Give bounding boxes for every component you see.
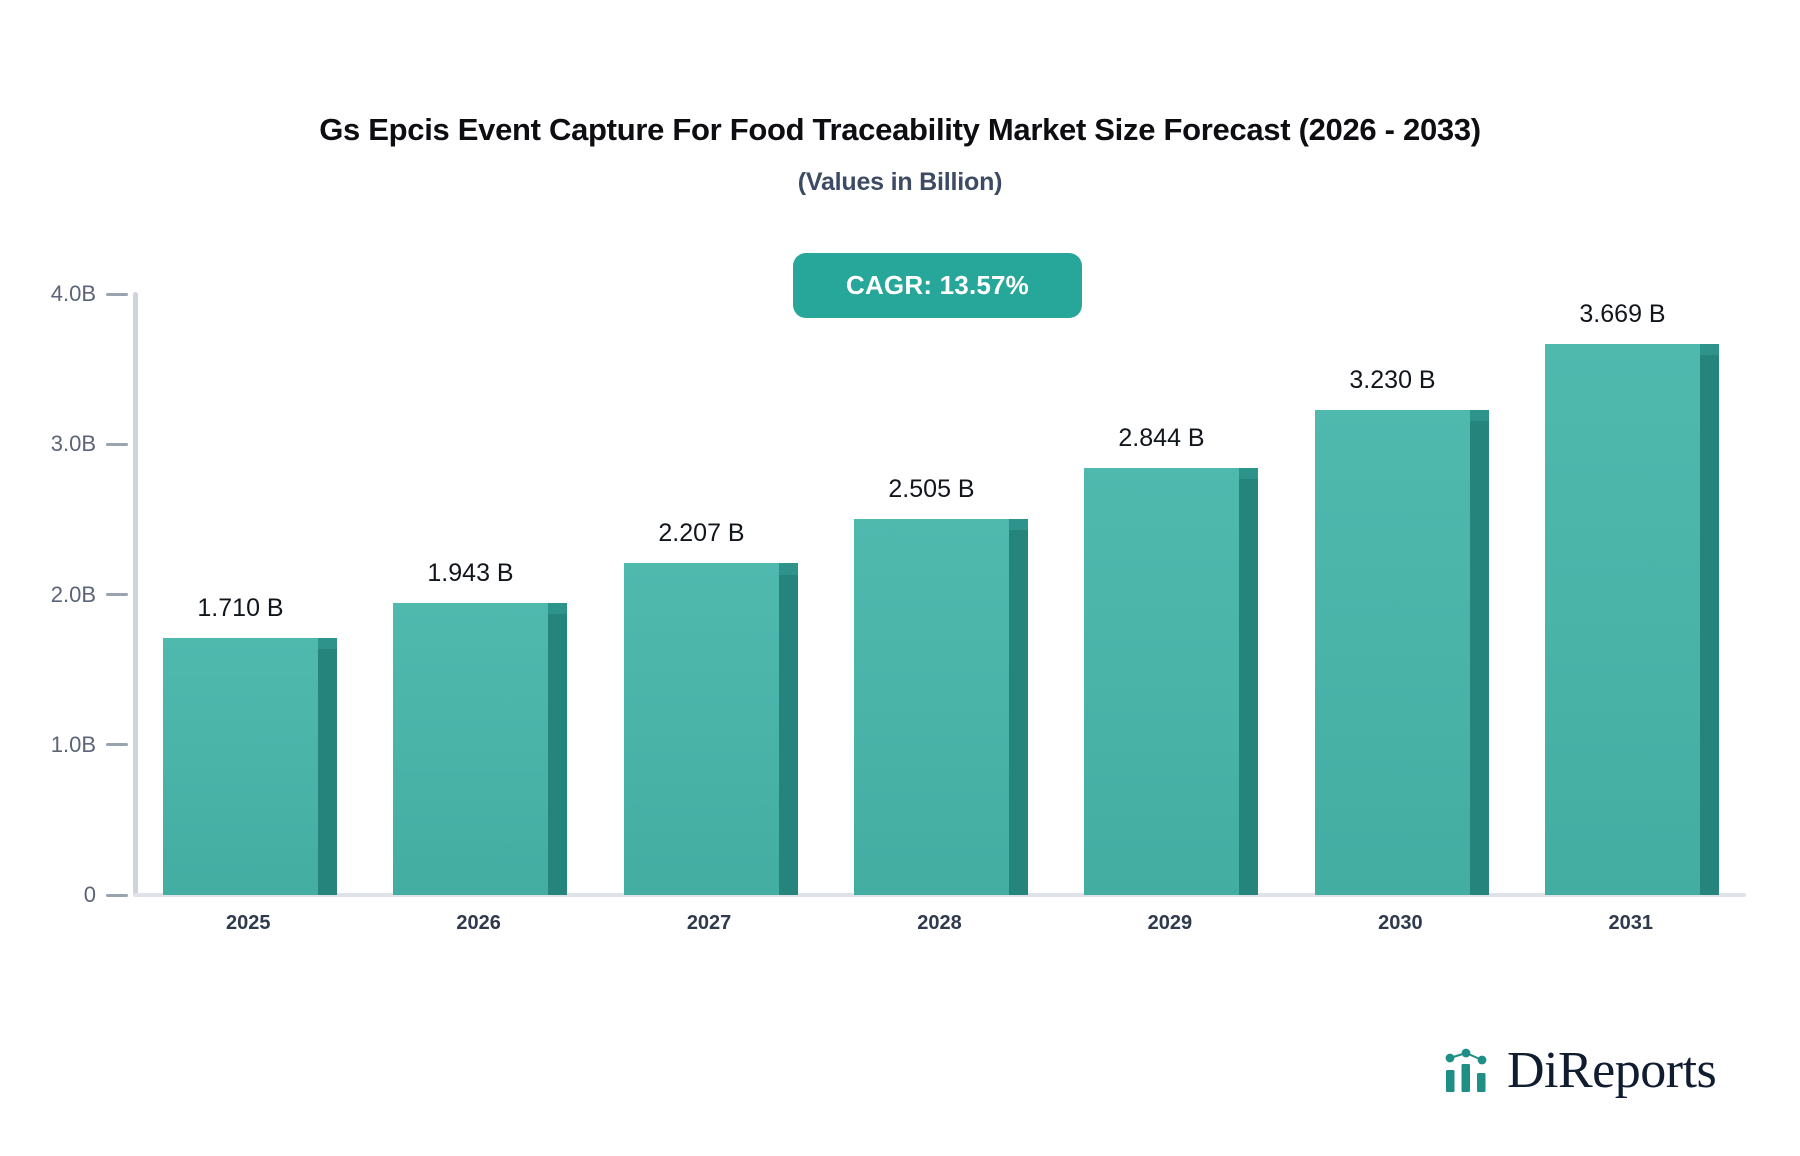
x-axis-tick-label: 2031: [1608, 912, 1654, 934]
bar-side-face: [1700, 354, 1719, 895]
bar-side-face: [1470, 420, 1489, 895]
x-axis-line: [133, 893, 1746, 897]
bar-value-label: 1.710 B: [197, 594, 284, 623]
bar-value-label: 3.669 B: [1579, 299, 1666, 328]
bar-value-label: 2.844 B: [1118, 423, 1205, 452]
bar-side-face: [318, 648, 337, 895]
y-axis-tick-label: 2.0B: [50, 581, 96, 607]
y-axis-spine: [133, 292, 138, 896]
logo-wordmark: DiReports: [1507, 1042, 1717, 1099]
bar[interactable]: [393, 603, 548, 895]
y-axis-tick: 1.0B: [0, 732, 128, 758]
bar[interactable]: [1545, 343, 1700, 895]
bar[interactable]: [854, 518, 1009, 895]
y-axis-tick: 3.0B: [0, 431, 128, 457]
y-axis-tick-label: 4.0B: [50, 281, 96, 306]
y-axis-tick-mark: [106, 442, 128, 446]
bar-top-bevel: [1700, 343, 1719, 356]
bar-top-bevel: [1009, 518, 1028, 530]
bar-top-bevel: [779, 563, 798, 575]
direports-logo: DiReports: [1442, 1040, 1717, 1102]
bar[interactable]: [1084, 467, 1239, 895]
y-axis-tick-mark: [106, 893, 128, 897]
bar-top-bevel: [1470, 409, 1489, 422]
chart-title: Gs Epcis Event Capture For Food Traceabi…: [319, 112, 1481, 147]
y-axis-tick-mark: [106, 743, 128, 747]
y-axis-tick: 0: [0, 882, 128, 908]
cagr-badge: CAGR: 13.57%: [793, 253, 1082, 318]
bar[interactable]: [163, 638, 318, 895]
bar[interactable]: [1315, 409, 1470, 895]
bar-side-face: [1239, 478, 1258, 895]
bar-side-face: [1009, 529, 1028, 895]
bar-top-bevel: [1239, 467, 1258, 480]
x-axis-tick-label: 2027: [686, 912, 732, 934]
cagr-badge-label: CAGR: 13.57%: [845, 270, 1030, 300]
bar-value-label: 3.230 B: [1349, 365, 1436, 394]
x-axis-tick-label: 2025: [225, 912, 271, 934]
x-axis-tick-label: 2029: [1147, 912, 1193, 934]
bar-top-bevel: [318, 638, 337, 650]
y-axis-tick: 2.0B: [0, 582, 128, 608]
y-axis-tick: 4.0B: [0, 281, 128, 307]
bar[interactable]: [624, 563, 779, 895]
bar-value-label: 2.505 B: [888, 474, 975, 503]
x-axis-tick-label: 2028: [917, 912, 962, 934]
y-axis-tick-mark: [106, 292, 128, 296]
chart-subtitle: (Values in Billion): [797, 168, 1003, 196]
y-axis-tick-label: 3.0B: [50, 431, 96, 457]
y-axis-tick-label: 0: [83, 882, 96, 907]
bar-value-label: 1.943 B: [427, 559, 514, 588]
bar-side-face: [779, 573, 798, 895]
x-axis-tick-label: 2030: [1378, 912, 1423, 934]
y-axis-tick-label: 1.0B: [50, 731, 96, 757]
y-axis-tick-mark: [106, 593, 128, 596]
bar-top-bevel: [548, 603, 567, 615]
bar-side-face: [548, 613, 567, 895]
bar-value-label: 2.207 B: [658, 519, 745, 548]
x-axis-tick-label: 2026: [456, 912, 501, 934]
bar-chart-icon: [1442, 1048, 1500, 1094]
